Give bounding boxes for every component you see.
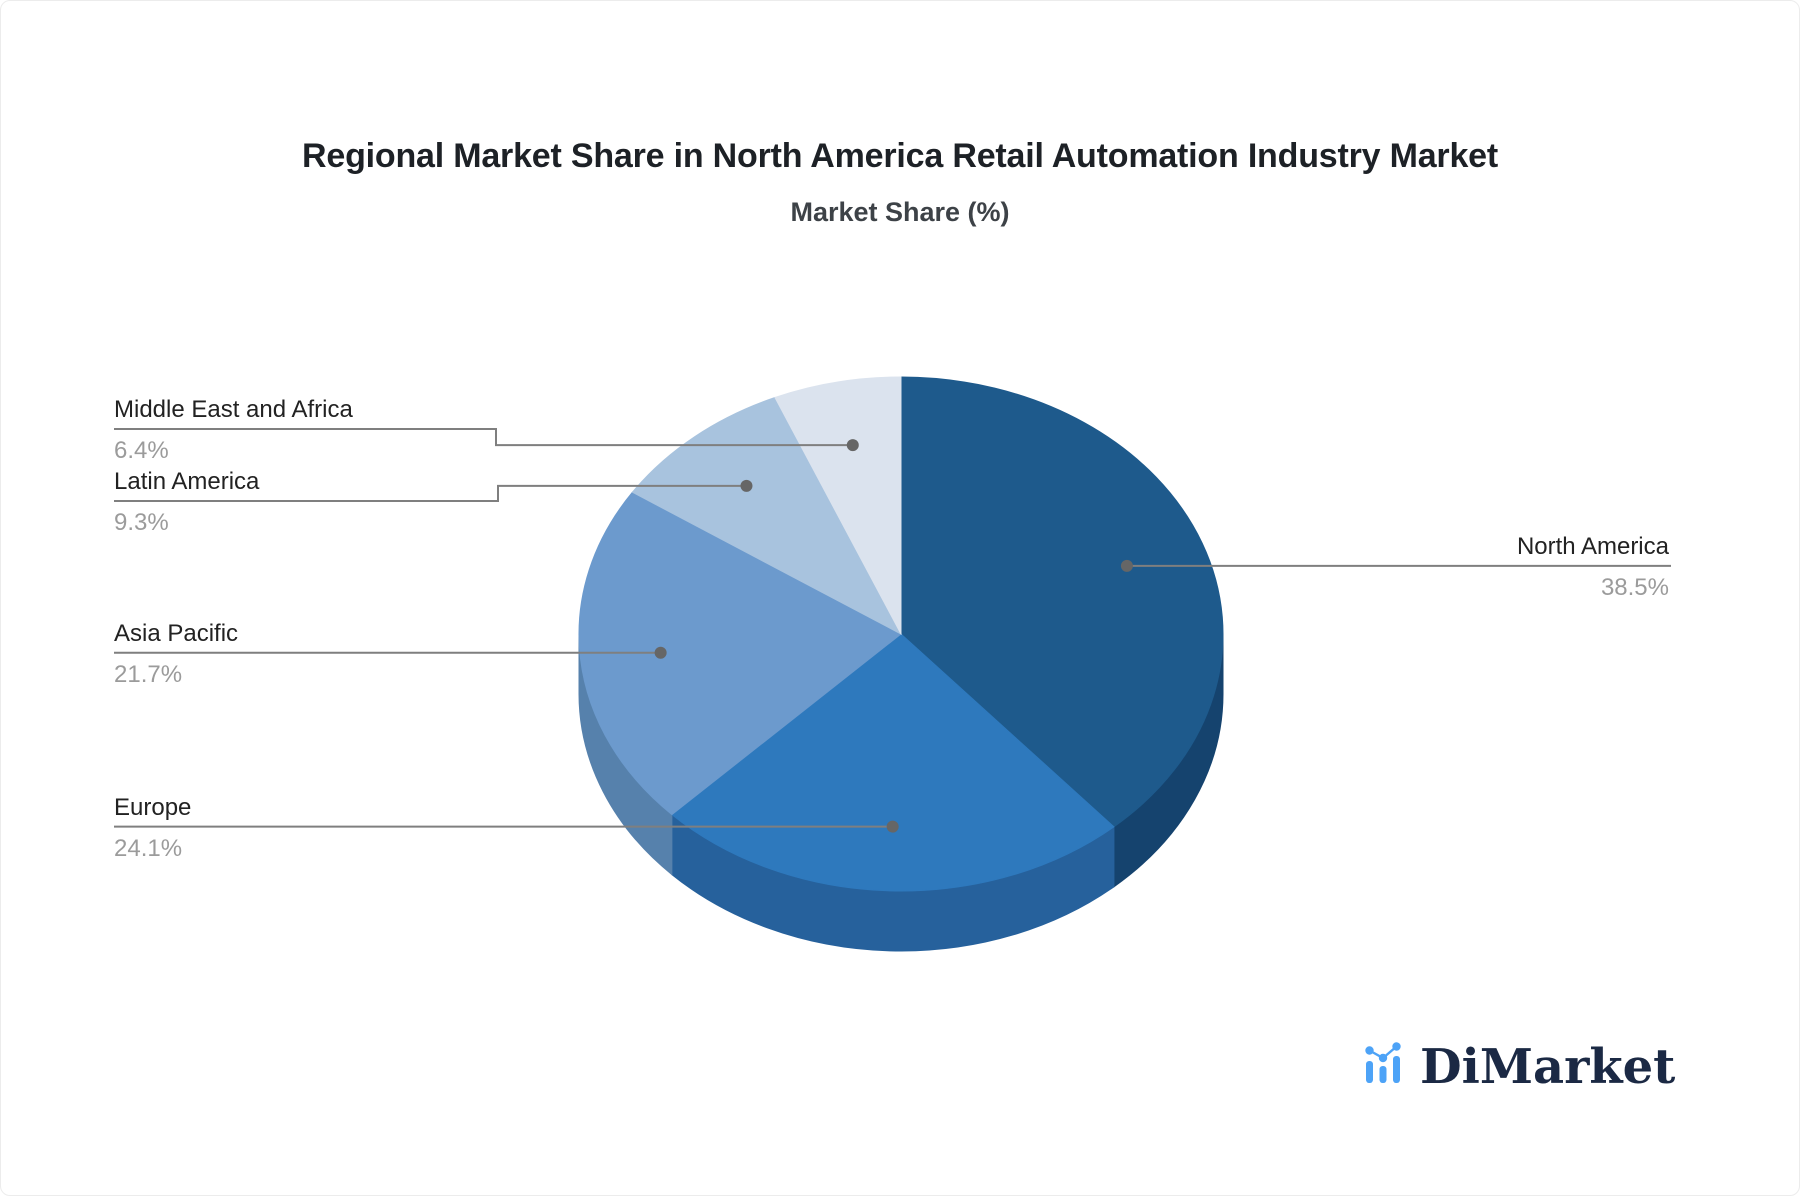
logo-bars — [1366, 1056, 1400, 1083]
logo-line — [1365, 1042, 1401, 1063]
leader-dot-asia-pacific — [654, 646, 667, 659]
slice-label-middle-east-and-africa: Middle East and Africa 6.4% — [114, 396, 353, 465]
slice-percentage: 24.1% — [114, 834, 183, 862]
leader-dot-latin-america — [740, 479, 753, 492]
leader-dot-middle-east-and-africa — [846, 439, 859, 452]
slice-label-latin-america: Latin America 9.3% — [114, 468, 259, 537]
slice-percentage: 9.3% — [114, 509, 169, 536]
slice-percentage: 21.7% — [114, 660, 183, 688]
pie-top-faces — [578, 376, 1224, 892]
leader-line-middle-east-and-africa — [114, 428, 853, 447]
slice-name: Middle East and Africa — [114, 396, 353, 423]
pie-slice-middle-east-and-africa[interactable] — [774, 376, 902, 635]
slice-name: Asia Pacific — [114, 619, 239, 647]
chart-title: Regional Market Share in North America R… — [302, 137, 1498, 175]
pie-slice-asia-pacific[interactable] — [578, 491, 902, 816]
slice-label-europe: Europe 24.1% — [114, 794, 191, 863]
slice-label-asia-pacific: Asia Pacific 21.7% — [114, 620, 238, 689]
leader-lines — [114, 428, 1671, 833]
pie-slice-north-america[interactable] — [900, 376, 1224, 828]
leader-line-latin-america — [114, 484, 747, 502]
slice-label-north-america: North America 38.5% — [1517, 533, 1669, 602]
leader-dot-europe — [886, 820, 899, 833]
slice-percentage: 6.4% — [114, 437, 169, 464]
slice-name: Europe — [114, 793, 192, 821]
leader-dot-north-america — [1120, 559, 1133, 572]
dimarket-logo: DiMarket — [1363, 1041, 1675, 1093]
slice-name: Latin America — [114, 468, 260, 495]
slice-name: North America — [1516, 532, 1669, 560]
pie-slice-latin-america[interactable] — [631, 396, 903, 636]
bar-line-chart-icon — [1365, 1042, 1401, 1083]
dimarket-logo-text: DiMarket — [1420, 1039, 1676, 1095]
slice-percentage: 38.5% — [1600, 573, 1669, 601]
chart-subtitle: Market Share (%) — [790, 197, 1010, 227]
